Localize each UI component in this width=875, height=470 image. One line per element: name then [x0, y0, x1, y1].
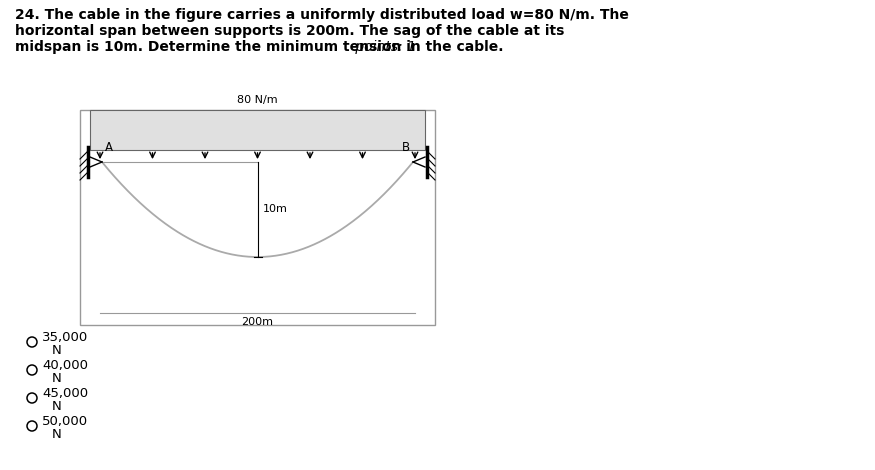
- Text: horizontal span between supports is 200m. The sag of the cable at its: horizontal span between supports is 200m…: [15, 24, 564, 38]
- Text: 80 N/m: 80 N/m: [237, 95, 278, 105]
- Text: 35,000: 35,000: [42, 331, 88, 345]
- Text: N: N: [52, 373, 62, 385]
- Text: 40,000: 40,000: [42, 360, 88, 373]
- Text: N: N: [52, 345, 62, 358]
- Text: A: A: [105, 141, 113, 154]
- Text: B: B: [402, 141, 410, 154]
- Text: midspan is 10m. Determine the minimum tension in the cable.: midspan is 10m. Determine the minimum te…: [15, 40, 503, 54]
- Text: N: N: [52, 400, 62, 414]
- Bar: [90, 110, 425, 150]
- Text: 24. The cable in the figure carries a uniformly distributed load w=80 N/m. The: 24. The cable in the figure carries a un…: [15, 8, 629, 22]
- Text: points: 1: points: 1: [351, 40, 416, 54]
- Text: N: N: [52, 429, 62, 441]
- Bar: [80, 110, 435, 325]
- Text: 200m: 200m: [242, 317, 274, 327]
- Text: 50,000: 50,000: [42, 415, 88, 429]
- Text: 10m: 10m: [262, 204, 287, 214]
- Text: 45,000: 45,000: [42, 387, 88, 400]
